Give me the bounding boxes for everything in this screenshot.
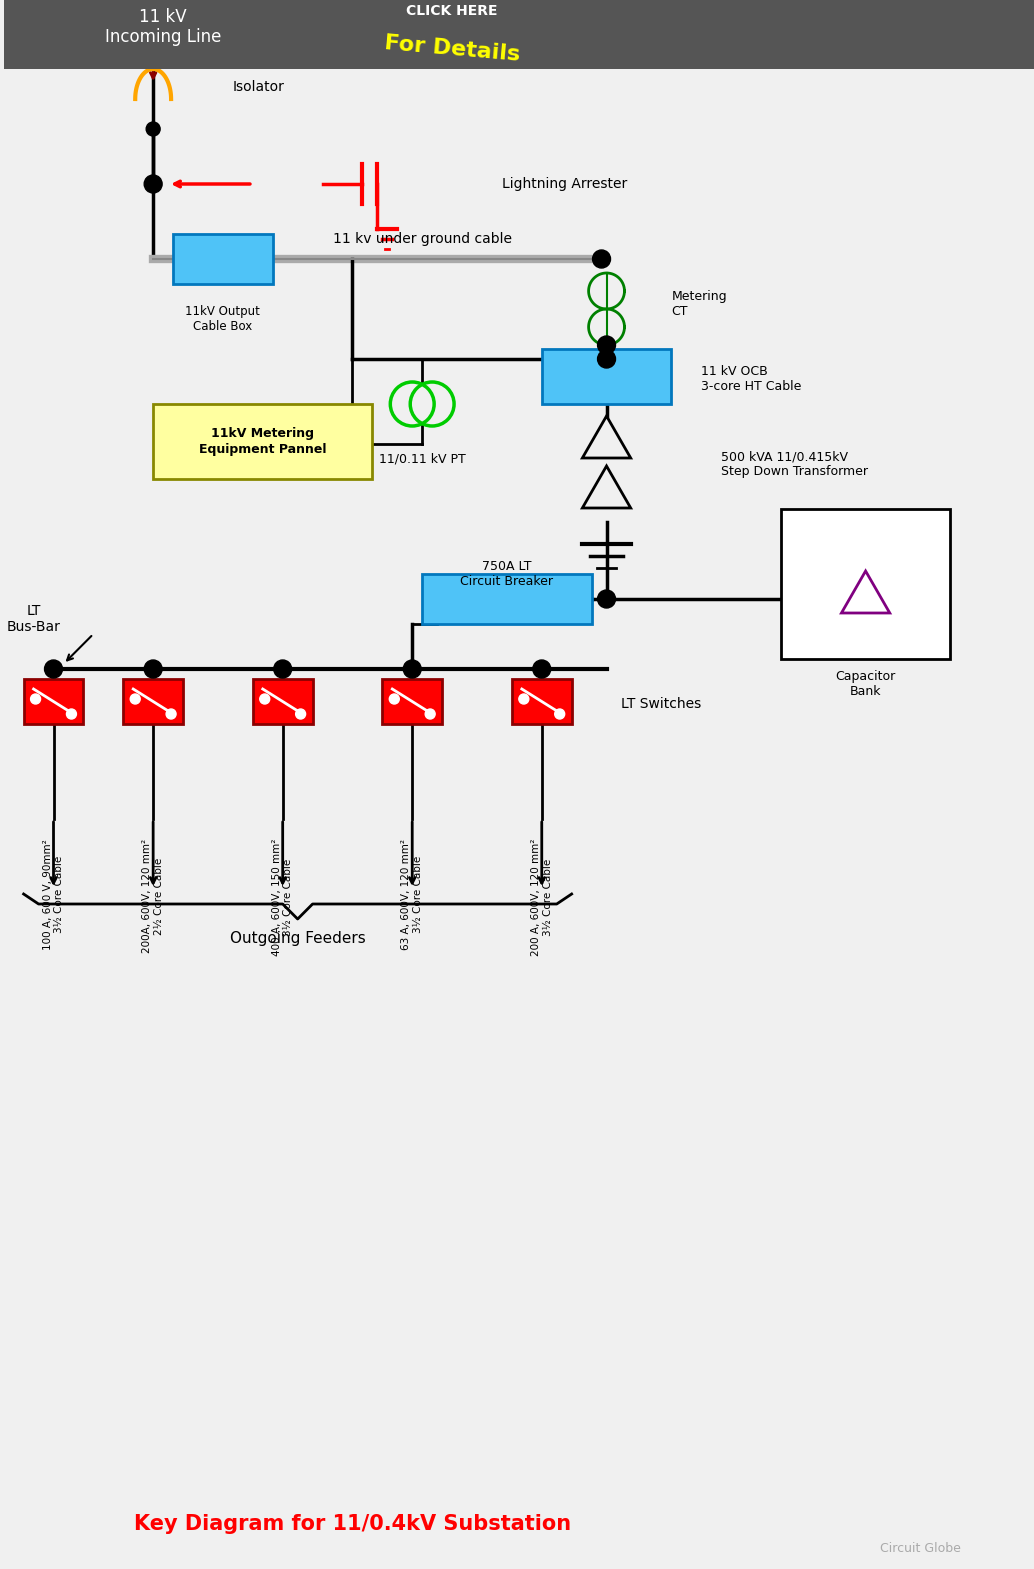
Circle shape (44, 661, 62, 678)
Text: LT
Bus-Bar: LT Bus-Bar (6, 604, 61, 634)
Circle shape (598, 336, 615, 355)
Bar (153, 403, 372, 479)
Bar (383, 679, 443, 723)
Text: 11/0.11 kV PT: 11/0.11 kV PT (378, 452, 465, 466)
Text: CLICK HERE: CLICK HERE (406, 5, 497, 17)
Circle shape (554, 709, 565, 719)
Text: 11kV Metering
Equipment Pannel: 11kV Metering Equipment Pannel (199, 427, 327, 455)
Text: Capacitor
Bank: Capacitor Bank (835, 670, 895, 698)
Bar (123, 679, 183, 723)
Text: 750A LT
Circuit Breaker: 750A LT Circuit Breaker (460, 560, 553, 588)
Text: 100 A, 600 V, 90mm²
3½ Core Cable: 100 A, 600 V, 90mm² 3½ Core Cable (42, 839, 64, 949)
Text: 11kV Output
Cable Box: 11kV Output Cable Box (185, 304, 261, 333)
Text: 11 kV
Incoming Line: 11 kV Incoming Line (104, 8, 221, 47)
Circle shape (390, 693, 399, 704)
Circle shape (274, 661, 292, 678)
Bar (252, 679, 312, 723)
Text: 200 A, 600V, 120 mm²
3½ Core Cable: 200 A, 600V, 120 mm² 3½ Core Cable (531, 839, 552, 957)
Circle shape (519, 693, 528, 704)
Circle shape (598, 350, 615, 369)
Bar (24, 679, 84, 723)
Text: Outgoing Feeders: Outgoing Feeders (230, 932, 365, 946)
Bar (512, 679, 572, 723)
Text: Lightning Arrester: Lightning Arrester (501, 177, 628, 191)
Text: LT Switches: LT Switches (621, 697, 702, 711)
Text: 11 kv under ground cable: 11 kv under ground cable (333, 232, 512, 246)
Text: 200A, 600V, 120 mm²
2½ Core Cable: 200A, 600V, 120 mm² 2½ Core Cable (143, 839, 164, 952)
Bar (4, 0, 1034, 69)
Text: 400 A, 600V, 150 mm²
3½ Core Cable: 400 A, 600V, 150 mm² 3½ Core Cable (272, 839, 294, 957)
Circle shape (403, 661, 421, 678)
Circle shape (144, 176, 162, 193)
Circle shape (296, 709, 306, 719)
Text: Key Diagram for 11/0.4kV Substation: Key Diagram for 11/0.4kV Substation (133, 1514, 571, 1534)
Circle shape (146, 122, 160, 137)
Text: 11 kV OCB
3-core HT Cable: 11 kV OCB 3-core HT Cable (701, 366, 801, 392)
Circle shape (31, 693, 40, 704)
Bar (542, 348, 671, 403)
Circle shape (260, 693, 270, 704)
Text: For Details: For Details (384, 33, 521, 64)
Circle shape (66, 709, 77, 719)
Text: Metering
CT: Metering CT (671, 290, 727, 319)
Text: Circuit Globe: Circuit Globe (880, 1542, 961, 1555)
Text: 500 kVA 11/0.415kV
Step Down Transformer: 500 kVA 11/0.415kV Step Down Transformer (721, 450, 869, 479)
Circle shape (533, 661, 551, 678)
Circle shape (144, 661, 162, 678)
Bar (173, 234, 273, 284)
Text: 63 A, 600V, 120 mm²
3½ Core Cable: 63 A, 600V, 120 mm² 3½ Core Cable (401, 839, 423, 949)
Circle shape (166, 709, 176, 719)
Circle shape (425, 709, 435, 719)
Circle shape (598, 590, 615, 609)
Text: Isolator: Isolator (233, 80, 284, 94)
Bar (781, 508, 950, 659)
Bar (422, 574, 591, 624)
Circle shape (130, 693, 141, 704)
Circle shape (592, 249, 610, 268)
